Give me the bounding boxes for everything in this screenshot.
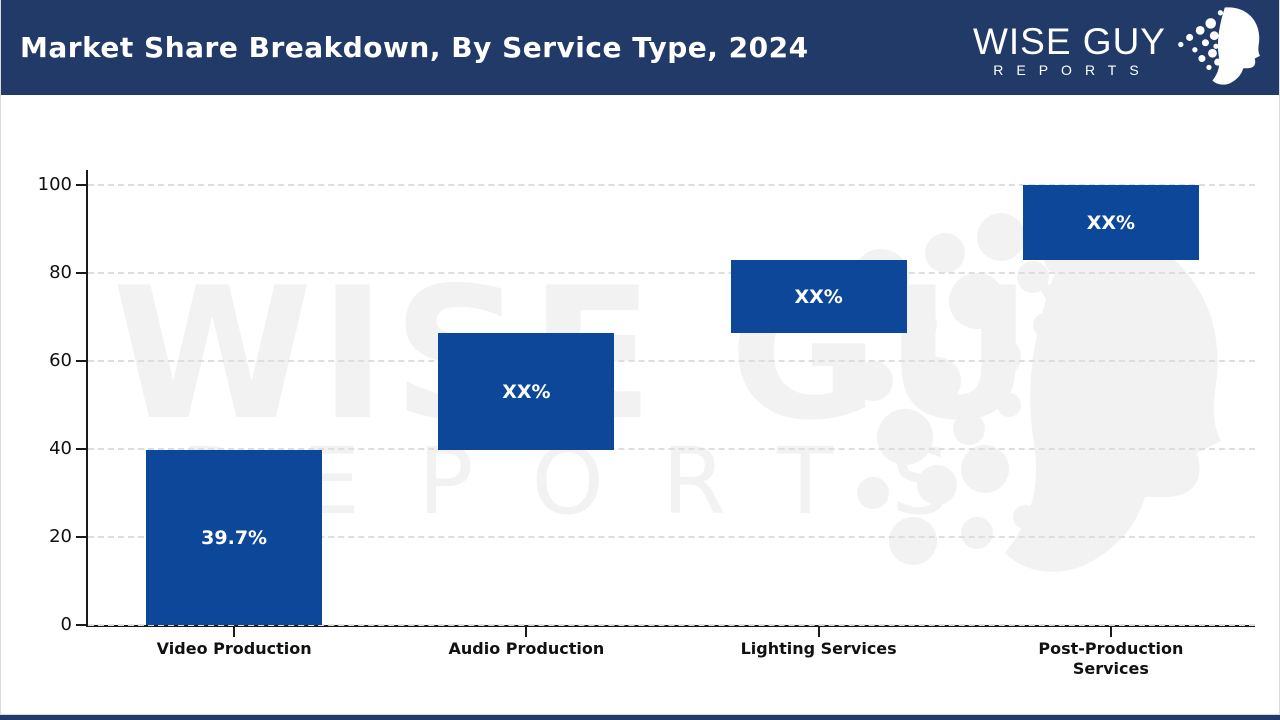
y-tick-label-80: 80 — [49, 262, 72, 283]
x-category-label-3: Post-Production Services — [1038, 639, 1184, 678]
bar-video-production: 39.7% — [146, 450, 323, 625]
gridline-y-0 — [88, 624, 1255, 626]
footer-bar — [0, 714, 1280, 720]
y-tick-label-100: 100 — [37, 174, 72, 195]
bar-value-label: XX% — [794, 285, 843, 308]
logo-wise-guy-label: WISE GUY — [972, 21, 1166, 62]
y-tick-mark-100 — [76, 184, 86, 186]
y-tick-label-40: 40 — [49, 438, 72, 459]
x-category-label-0: Video Production — [156, 639, 312, 658]
x-tick-mark-3 — [1109, 627, 1112, 637]
y-tick-label-60: 60 — [49, 350, 72, 371]
y-tick-label-20: 20 — [49, 526, 72, 547]
gridline-y-40 — [88, 448, 1255, 450]
page-title: Market Share Breakdown, By Service Type,… — [20, 31, 809, 64]
watermark-face-icon — [853, 213, 1221, 572]
x-category-label-1: Audio Production — [448, 639, 605, 658]
logo-reports-label: REPORTS — [993, 62, 1152, 78]
x-category-label-2: Lighting Services — [740, 639, 897, 658]
gridline-y-60 — [88, 360, 1255, 362]
y-tick-mark-40 — [76, 448, 86, 450]
y-tick-mark-60 — [76, 360, 86, 362]
y-tick-mark-20 — [76, 536, 86, 538]
wiseguy-face-icon — [1178, 7, 1260, 85]
wiseguy-logo-text: WISE GUY REPORTS — [972, 21, 1166, 78]
plot-area: 0 20 40 60 80 100 39.7% Video Production XX% Audi… — [38, 170, 1255, 678]
gridline-y-100 — [88, 184, 1255, 186]
bar-audio-production: XX% — [438, 333, 615, 451]
y-tick-mark-80 — [76, 272, 86, 274]
bar-value-label: 39.7% — [201, 526, 268, 549]
bar-lighting-services: XX% — [730, 260, 907, 334]
x-tick-mark-2 — [817, 627, 820, 637]
gridline-y-20 — [88, 536, 1255, 538]
y-tick-mark-0 — [76, 624, 86, 626]
y-tick-label-0: 0 — [60, 614, 72, 635]
header-bar: Market Share Breakdown, By Service Type,… — [0, 0, 1280, 95]
gridline-y-80 — [88, 272, 1255, 274]
bar-value-label: XX% — [1086, 211, 1136, 234]
x-tick-mark-1 — [525, 627, 528, 637]
bar-value-label: XX% — [502, 380, 551, 403]
x-tick-mark-0 — [233, 627, 236, 637]
bar-post-production-services: XX% — [1022, 185, 1199, 261]
wiseguy-logo: WISE GUY REPORTS — [973, 6, 1262, 90]
